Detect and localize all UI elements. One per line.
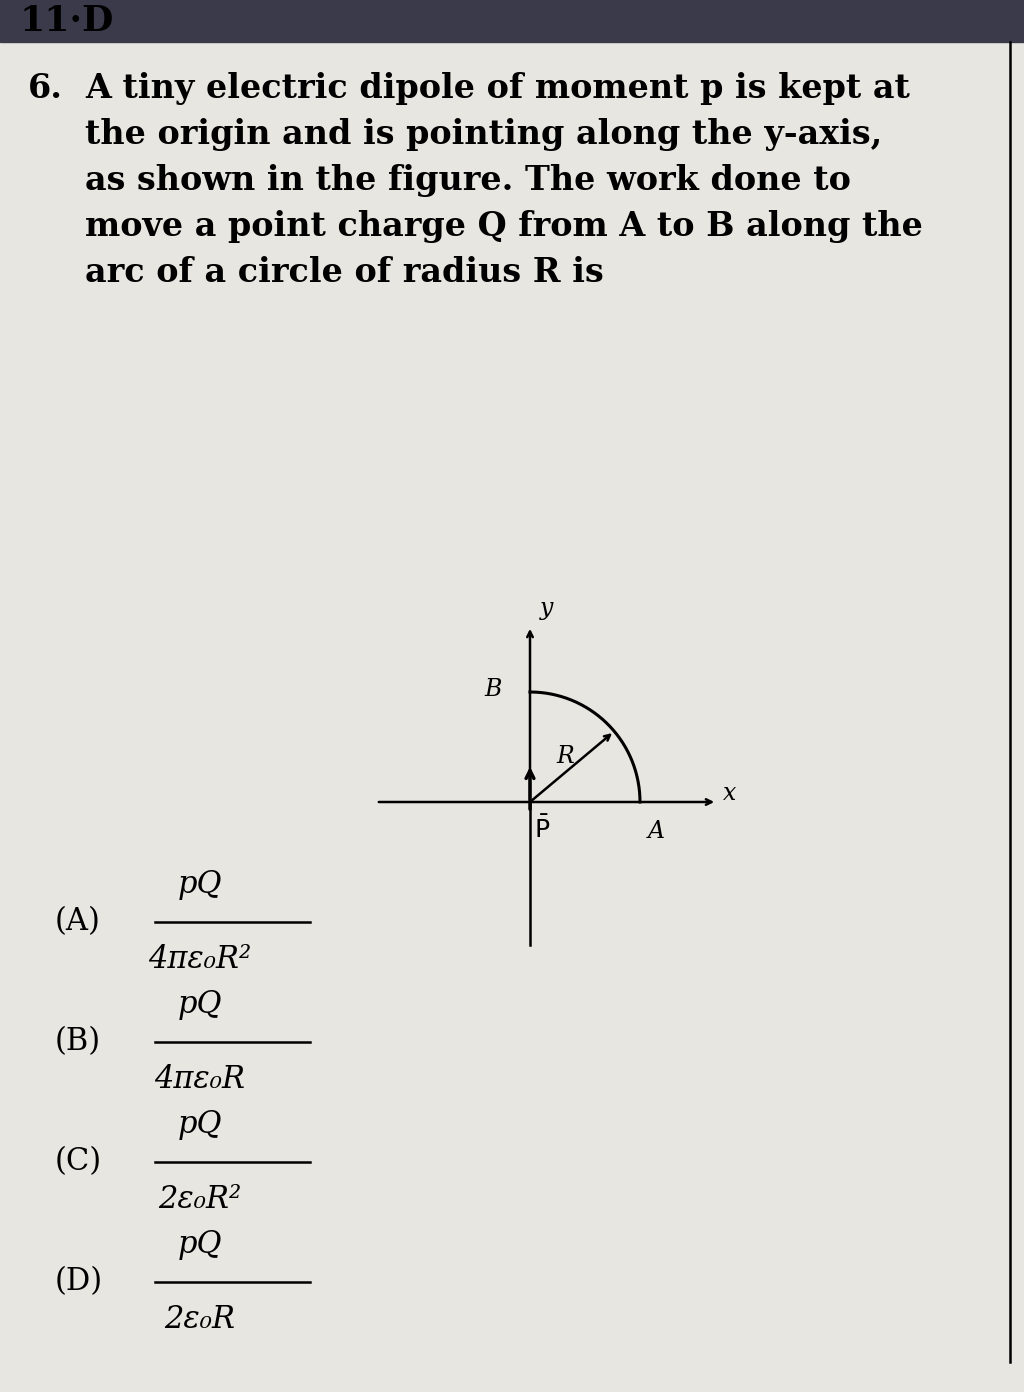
Text: A: A (648, 820, 665, 844)
Text: y: y (540, 597, 553, 621)
Text: A tiny electric dipole of moment p is kept at: A tiny electric dipole of moment p is ke… (85, 72, 910, 104)
Text: pQ: pQ (178, 869, 222, 901)
Text: 4πε₀R²: 4πε₀R² (148, 944, 252, 974)
Text: move a point charge Q from A to B along the: move a point charge Q from A to B along … (85, 210, 923, 244)
Bar (0, 0, 1024, 42)
Text: (A): (A) (55, 906, 101, 937)
Text: B: B (484, 678, 502, 702)
Text: as shown in the figure. The work done to: as shown in the figure. The work done to (85, 164, 851, 198)
Text: pQ: pQ (178, 1109, 222, 1140)
Text: arc of a circle of radius R is: arc of a circle of radius R is (85, 256, 604, 290)
Text: x: x (723, 782, 736, 806)
Text: (B): (B) (55, 1026, 101, 1058)
Text: pQ: pQ (178, 988, 222, 1020)
Text: 2ε₀R: 2ε₀R (165, 1304, 236, 1335)
Text: (C): (C) (55, 1147, 102, 1178)
Text: pQ: pQ (178, 1229, 222, 1260)
Text: $\bar{\mathrm{P}}$: $\bar{\mathrm{P}}$ (534, 816, 550, 844)
Text: R: R (556, 745, 574, 767)
Text: 2ε₀R²: 2ε₀R² (159, 1185, 242, 1215)
Text: the origin and is pointing along the y-axis,: the origin and is pointing along the y-a… (85, 118, 883, 150)
Text: (D): (D) (55, 1267, 103, 1297)
Text: 4πε₀R: 4πε₀R (155, 1063, 246, 1096)
Text: 6.: 6. (28, 72, 63, 104)
Text: 11·D: 11·D (20, 4, 115, 38)
